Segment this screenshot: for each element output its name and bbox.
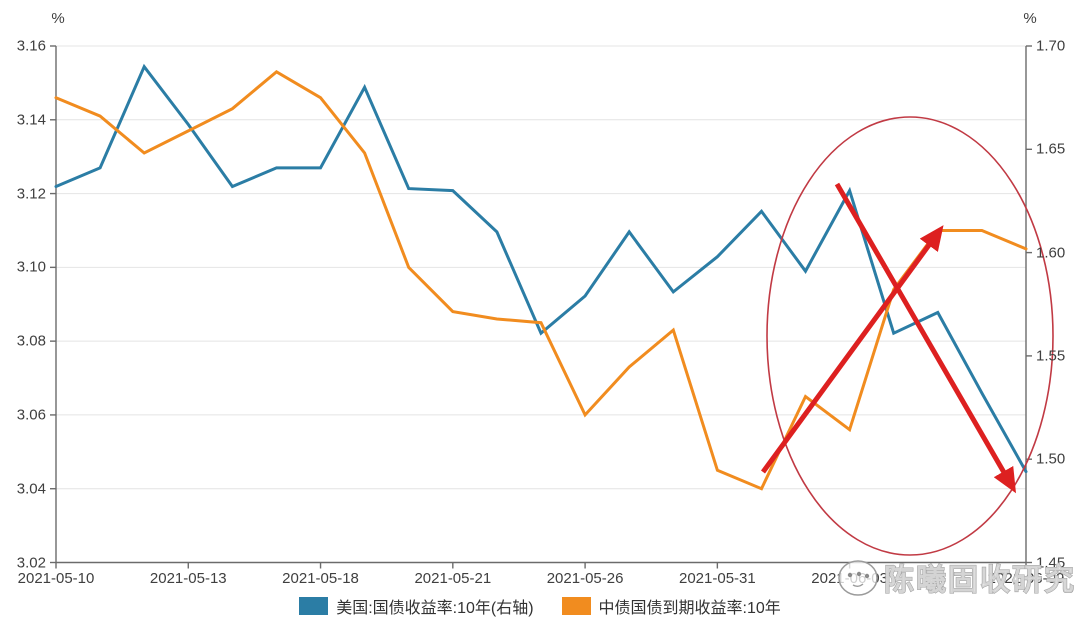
right-axis-tick-label: 1.45 <box>1036 554 1066 571</box>
highlight-ellipse <box>766 116 1054 556</box>
series-line-1 <box>54 69 1028 491</box>
down-arrow <box>834 182 1017 494</box>
legend-swatch-china-bond <box>561 597 591 615</box>
right-axis-tick-label: 1.65 <box>1036 140 1066 158</box>
x-axis-tick-label: 2021-05-18 <box>282 569 359 587</box>
watermark-face-icon <box>838 560 878 596</box>
legend-item-china-bond: 中债国债到期收益率:10年 <box>561 594 781 618</box>
legend: 美国:国债收益率:10年(右轴) 中债国债到期收益率:10年 <box>0 593 1080 619</box>
left-axis-tick-label: 3.02 <box>16 554 46 571</box>
x-axis-tick-label: 2021-05-13 <box>149 569 227 587</box>
x-axis-tick-label: 2021-06-09 <box>987 569 1065 587</box>
series-line-0 <box>54 63 1028 474</box>
x-axis-tick-label: 2021-05-31 <box>678 569 756 587</box>
legend-item-us-treasury: 美国:国债收益率:10年(右轴) <box>299 594 534 618</box>
x-axis-tick-label: 2021-05-26 <box>546 569 624 587</box>
left-axis-tick-label: 3.12 <box>16 185 46 203</box>
left-axis-tick-label: 3.10 <box>16 258 46 276</box>
legend-label-us-treasury: 美国:国债收益率:10年(右轴) <box>336 600 534 617</box>
x-axis-tick-label: 2021-05-10 <box>17 569 95 587</box>
left-axis-tick-label: 3.06 <box>16 406 46 424</box>
x-axis-tick-label: 2021-05-21 <box>414 569 492 587</box>
up-arrow <box>760 225 944 474</box>
left-axis-tick-label: 3.14 <box>16 111 46 129</box>
left-axis-tick-label: 3.16 <box>16 37 46 55</box>
right-axis-tick-label: 1.50 <box>1036 450 1066 468</box>
left-axis-unit: % <box>51 10 65 27</box>
left-axis-tick-label: 3.08 <box>16 332 46 350</box>
legend-swatch-us-treasury <box>299 597 329 615</box>
left-axis-tick-label: 3.04 <box>16 480 46 498</box>
right-axis-tick-label: 1.70 <box>1036 37 1066 55</box>
watermark-text: 陈曦固收研究 <box>884 563 1076 597</box>
right-axis-unit: % <box>1023 10 1037 27</box>
legend-label-china-bond: 中债国债到期收益率:10年 <box>598 600 781 617</box>
right-axis-tick-label: 1.60 <box>1036 244 1066 262</box>
right-axis-tick-label: 1.55 <box>1036 347 1066 365</box>
